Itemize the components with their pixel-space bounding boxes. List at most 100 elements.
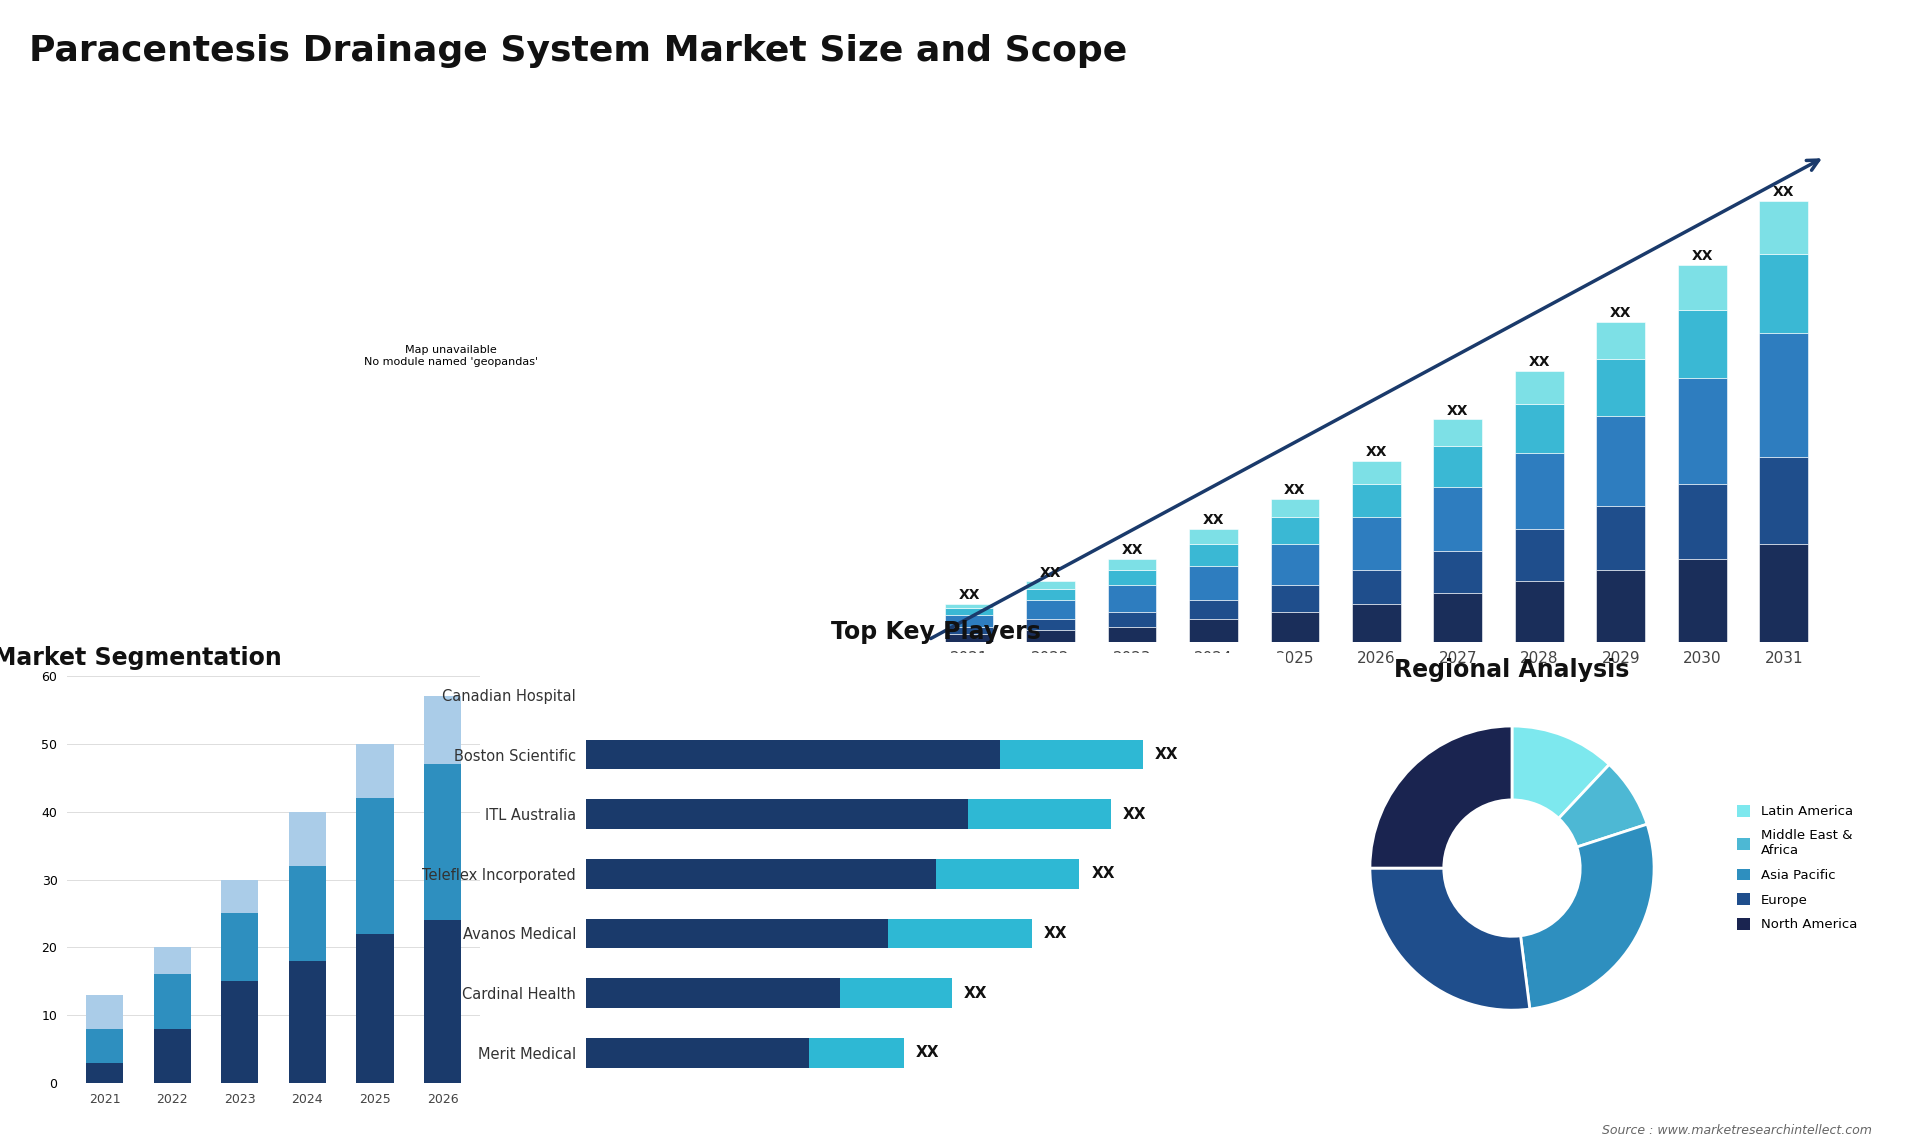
Bar [1596,507,1645,571]
Bar [86,995,123,1029]
Text: XX: XX [1692,249,1713,264]
Bar [1759,332,1809,457]
Bar [945,604,993,607]
Bar [1188,566,1238,601]
Bar [1108,627,1156,642]
Bar [1596,416,1645,507]
Legend: Latin America, Middle East &
Africa, Asia Pacific, Europe, North America: Latin America, Middle East & Africa, Asi… [1732,800,1862,936]
Text: XX: XX [1528,354,1549,369]
Text: XX: XX [1284,482,1306,496]
Bar [1434,592,1482,642]
Bar [1188,601,1238,619]
Bar [1025,581,1075,589]
Bar [1025,601,1075,619]
Bar [1515,528,1563,581]
Bar [586,979,841,1008]
Text: XX: XX [958,588,979,602]
Bar [221,913,259,981]
Text: XX: XX [1121,543,1142,557]
Bar [1108,571,1156,586]
Text: XX: XX [1365,445,1386,460]
Bar [1352,484,1402,518]
Bar [288,811,326,866]
Bar [586,739,1000,769]
Bar [1108,559,1156,571]
Text: Map unavailable
No module named 'geopandas': Map unavailable No module named 'geopand… [365,345,538,367]
Bar [86,1029,123,1062]
Bar [937,858,1079,889]
Bar [1596,571,1645,642]
Bar [1678,311,1726,378]
Text: Market Segmentation: Market Segmentation [0,646,282,670]
Bar [221,880,259,913]
Text: XX: XX [1091,866,1116,881]
Bar [808,1038,904,1068]
Bar [1759,253,1809,332]
Bar [424,697,461,764]
Bar [154,948,190,974]
Text: XX: XX [1611,306,1632,320]
Bar [1108,586,1156,612]
Bar [1434,446,1482,487]
Bar [586,799,968,829]
Bar [1759,544,1809,642]
Text: XX: XX [1041,566,1062,580]
Bar [968,799,1112,829]
Bar [1352,461,1402,484]
Text: XX: XX [1448,403,1469,417]
Bar [1352,604,1402,642]
Bar [1434,419,1482,446]
Bar [1678,484,1726,559]
Bar [288,866,326,960]
Bar [586,858,937,889]
Bar [357,798,394,934]
Text: Source : www.marketresearchintellect.com: Source : www.marketresearchintellect.com [1601,1124,1872,1137]
Bar [1434,551,1482,592]
Bar [1678,559,1726,642]
Bar [1271,544,1319,586]
Bar [586,919,889,949]
Bar [424,764,461,920]
Bar [424,920,461,1083]
Bar [1108,612,1156,627]
Bar [1271,518,1319,544]
Bar [1000,739,1142,769]
Bar [1678,265,1726,311]
Bar [288,960,326,1083]
Bar [1596,359,1645,416]
Bar [1515,454,1563,528]
Bar [1352,571,1402,604]
Text: XX: XX [964,986,987,1000]
Title: Regional Analysis: Regional Analysis [1394,658,1630,682]
Bar [1188,528,1238,544]
Bar [1596,322,1645,359]
Bar [221,981,259,1083]
Bar [1025,619,1075,630]
Wedge shape [1371,868,1530,1010]
Bar [357,744,394,799]
Wedge shape [1371,727,1513,868]
Bar [1025,589,1075,601]
Wedge shape [1521,824,1653,1010]
Text: XX: XX [1123,807,1146,822]
Bar [889,919,1031,949]
Bar [1025,630,1075,642]
Bar [1188,544,1238,566]
Bar [945,634,993,642]
Bar [1434,487,1482,551]
Bar [86,1062,123,1083]
Text: XX: XX [916,1045,939,1060]
Bar [154,974,190,1029]
Legend: Geography: Geography [589,855,712,882]
Bar [357,934,394,1083]
Wedge shape [1559,764,1647,847]
Title: Top Key Players: Top Key Players [831,620,1041,644]
Bar [1271,612,1319,642]
Text: XX: XX [1772,186,1795,199]
Bar [586,1038,808,1068]
Text: XX: XX [1202,513,1225,527]
Bar [1759,201,1809,253]
Text: XX: XX [1043,926,1068,941]
Bar [945,627,993,634]
Bar [1515,370,1563,405]
